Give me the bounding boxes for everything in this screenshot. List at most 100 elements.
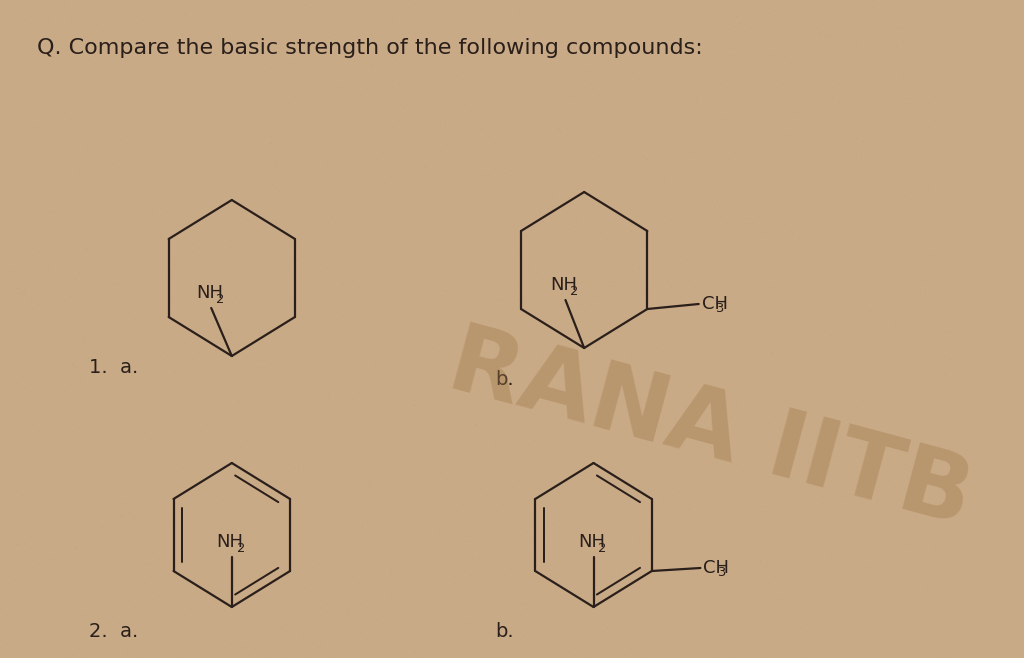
Point [147,78,164,89]
Point [648,592,665,602]
Point [455,224,471,235]
Point [193,80,209,91]
Point [736,343,753,354]
Point [222,155,239,166]
Point [188,452,205,463]
Point [74,154,90,164]
Point [109,640,125,650]
Point [467,83,483,93]
Point [0,602,9,613]
Point [754,22,770,33]
Point [314,376,331,387]
Point [297,651,313,658]
Point [418,394,434,405]
Point [366,68,382,79]
Point [334,452,350,463]
Point [912,300,929,311]
Point [796,453,812,464]
Point [433,607,450,618]
Point [89,562,105,572]
Point [726,49,742,60]
Point [353,599,370,610]
Point [4,188,20,199]
Point [513,351,529,362]
Point [425,63,441,73]
Point [37,119,53,130]
Point [153,11,169,21]
Point [96,109,113,119]
Point [501,367,517,377]
Point [67,543,83,553]
Point [697,126,714,137]
Point [79,380,95,391]
Point [471,634,487,644]
Point [332,585,348,595]
Point [184,229,201,240]
Point [519,604,536,615]
Point [539,203,555,213]
Point [502,232,518,242]
Point [384,480,400,490]
Point [122,630,138,640]
Point [544,209,560,219]
Point [649,135,666,145]
Point [28,45,44,56]
Point [535,301,551,311]
Point [549,438,565,449]
Point [921,141,937,152]
Point [663,280,679,291]
Point [688,98,705,109]
Point [71,319,87,330]
Point [604,392,621,402]
Point [506,282,522,292]
Point [83,603,99,614]
Point [465,132,481,142]
Point [275,642,292,653]
Point [150,1,166,12]
Point [273,418,290,429]
Point [361,401,378,411]
Point [241,448,257,459]
Point [680,439,696,449]
Point [517,185,534,195]
Point [394,266,411,276]
Point [663,539,679,549]
Point [334,278,350,288]
Point [778,493,795,503]
Point [224,3,241,13]
Point [921,98,937,109]
Point [117,252,133,263]
Point [524,431,541,442]
Point [73,263,89,273]
Point [825,86,842,97]
Point [293,164,309,175]
Point [317,65,334,76]
Point [816,32,833,42]
Point [740,213,757,223]
Point [208,512,224,522]
Point [273,0,290,11]
Point [166,101,182,111]
Point [475,439,492,449]
Point [721,574,737,584]
Point [431,412,447,422]
Point [42,430,58,441]
Point [41,20,57,30]
Point [508,258,524,268]
Point [728,451,744,461]
Point [137,66,154,77]
Point [569,215,586,226]
Point [267,566,284,576]
Point [248,544,264,554]
Point [534,645,550,655]
Point [133,320,150,330]
Point [762,584,778,595]
Point [484,436,501,447]
Point [741,316,758,327]
Point [90,457,106,467]
Point [884,85,900,95]
Point [268,163,285,173]
Point [102,641,119,651]
Point [93,545,110,555]
Point [40,261,56,272]
